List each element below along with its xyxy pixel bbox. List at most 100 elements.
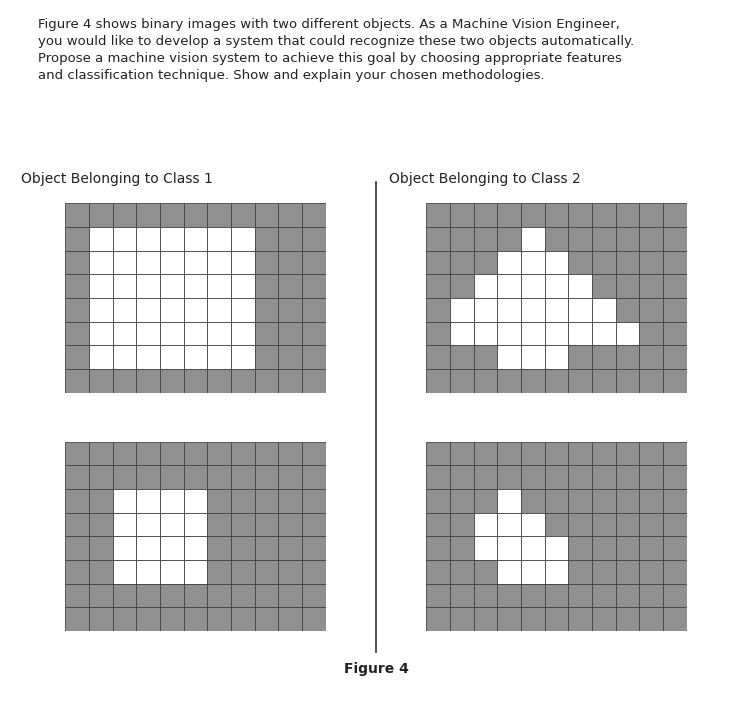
Bar	[497, 442, 521, 465]
Bar	[136, 346, 160, 369]
Bar	[231, 560, 255, 583]
Bar	[136, 583, 160, 607]
Bar	[450, 465, 474, 489]
Bar	[497, 203, 521, 227]
Bar	[663, 607, 687, 631]
Bar	[208, 369, 231, 393]
Bar	[89, 512, 113, 536]
Bar	[113, 489, 136, 512]
Bar	[302, 203, 326, 227]
Bar	[255, 346, 278, 369]
Bar	[592, 298, 616, 322]
Bar	[616, 465, 639, 489]
Bar	[208, 465, 231, 489]
Bar	[302, 298, 326, 322]
Bar	[231, 251, 255, 274]
Bar	[592, 583, 616, 607]
Bar	[450, 203, 474, 227]
Bar	[544, 465, 569, 489]
Bar	[616, 369, 639, 393]
Bar	[474, 274, 497, 298]
Bar	[592, 442, 616, 465]
Bar	[160, 274, 183, 298]
Bar	[136, 465, 160, 489]
Bar	[474, 607, 497, 631]
Bar	[302, 227, 326, 251]
Bar	[302, 560, 326, 583]
Text: Object Belonging to Class 1: Object Belonging to Class 1	[20, 172, 213, 186]
Bar	[136, 489, 160, 512]
Bar	[231, 465, 255, 489]
Bar	[89, 560, 113, 583]
Bar	[65, 346, 89, 369]
Bar	[136, 274, 160, 298]
Bar	[136, 442, 160, 465]
Bar	[569, 465, 592, 489]
Bar	[183, 369, 208, 393]
Bar	[208, 442, 231, 465]
Bar	[639, 536, 663, 560]
Bar	[521, 251, 544, 274]
Bar	[497, 298, 521, 322]
Bar	[255, 322, 278, 346]
Bar	[113, 560, 136, 583]
Bar	[160, 251, 183, 274]
Bar	[231, 322, 255, 346]
Bar	[278, 369, 302, 393]
Bar	[302, 465, 326, 489]
Bar	[255, 227, 278, 251]
Bar	[426, 442, 450, 465]
Bar	[474, 322, 497, 346]
Bar	[569, 560, 592, 583]
Bar	[160, 583, 183, 607]
Bar	[521, 203, 544, 227]
Bar	[65, 274, 89, 298]
Bar	[302, 583, 326, 607]
Bar	[663, 560, 687, 583]
Bar	[136, 322, 160, 346]
Bar	[569, 322, 592, 346]
Bar	[231, 442, 255, 465]
Bar	[639, 465, 663, 489]
Bar	[639, 560, 663, 583]
Bar	[639, 251, 663, 274]
Bar	[497, 560, 521, 583]
Bar	[183, 560, 208, 583]
Bar	[255, 442, 278, 465]
Bar	[113, 251, 136, 274]
Bar	[136, 512, 160, 536]
Bar	[639, 607, 663, 631]
Bar	[65, 298, 89, 322]
Bar	[544, 251, 569, 274]
Bar	[426, 512, 450, 536]
Bar	[255, 251, 278, 274]
Bar	[113, 274, 136, 298]
Bar	[208, 298, 231, 322]
Bar	[231, 298, 255, 322]
Bar	[160, 607, 183, 631]
Bar	[450, 607, 474, 631]
Bar	[616, 442, 639, 465]
Bar	[89, 203, 113, 227]
Bar	[113, 203, 136, 227]
Bar	[497, 607, 521, 631]
Bar	[474, 512, 497, 536]
Bar	[639, 489, 663, 512]
Bar	[569, 203, 592, 227]
Bar	[302, 512, 326, 536]
Bar	[255, 560, 278, 583]
Bar	[302, 489, 326, 512]
Bar	[592, 274, 616, 298]
Bar	[450, 536, 474, 560]
Text: Figure 4: Figure 4	[344, 662, 408, 676]
Bar	[497, 512, 521, 536]
Bar	[592, 465, 616, 489]
Bar	[183, 607, 208, 631]
Bar	[65, 203, 89, 227]
Bar	[89, 489, 113, 512]
Bar	[231, 607, 255, 631]
Bar	[160, 465, 183, 489]
Bar	[450, 442, 474, 465]
Bar	[160, 442, 183, 465]
Bar	[208, 560, 231, 583]
